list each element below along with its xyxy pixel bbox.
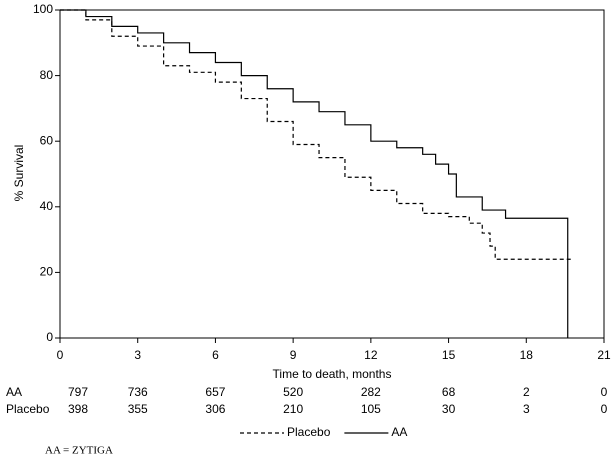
y-tick-label: 40 — [40, 199, 54, 213]
y-tick-label: 0 — [46, 330, 53, 344]
x-tick-label: 18 — [520, 348, 534, 362]
risk-count: 520 — [283, 385, 303, 399]
y-axis-label: % Survival — [12, 145, 26, 202]
risk-count: 68 — [442, 385, 456, 399]
risk-count: 657 — [205, 385, 225, 399]
x-tick-label: 3 — [134, 348, 141, 362]
risk-count: 306 — [205, 402, 225, 416]
y-tick-label: 100 — [33, 2, 53, 16]
risk-count: 3 — [523, 402, 530, 416]
plot-frame — [59, 9, 605, 339]
x-tick-label: 21 — [597, 348, 611, 362]
risk-count: 210 — [283, 402, 303, 416]
survival-curve — [60, 9, 573, 260]
x-tick-label: 9 — [290, 348, 297, 362]
risk-count: 30 — [442, 402, 456, 416]
legend-label: Placebo — [287, 425, 331, 439]
x-tick-label: 12 — [364, 348, 378, 362]
risk-count: 797 — [68, 385, 88, 399]
risk-count: 736 — [128, 385, 148, 399]
y-tick-label: 60 — [40, 133, 54, 147]
x-tick-label: 15 — [442, 348, 456, 362]
survival-curve — [60, 9, 569, 338]
y-tick-label: 80 — [40, 68, 54, 82]
risk-count: 282 — [361, 385, 381, 399]
x-tick-label: 0 — [57, 348, 64, 362]
footnote: AA = ZYTIGA — [45, 445, 113, 457]
risk-count: 2 — [523, 385, 530, 399]
risk-count: 398 — [68, 402, 88, 416]
x-axis-label: Time to death, months — [273, 367, 392, 381]
y-tick-label: 20 — [40, 265, 54, 279]
legend-label: AA — [391, 425, 407, 439]
risk-row-label: Placebo — [6, 402, 50, 416]
risk-count: 0 — [601, 402, 608, 416]
risk-row-label: AA — [6, 385, 22, 399]
x-tick-label: 6 — [212, 348, 219, 362]
risk-count: 0 — [601, 385, 608, 399]
risk-count: 355 — [128, 402, 148, 416]
risk-count: 105 — [361, 402, 381, 416]
